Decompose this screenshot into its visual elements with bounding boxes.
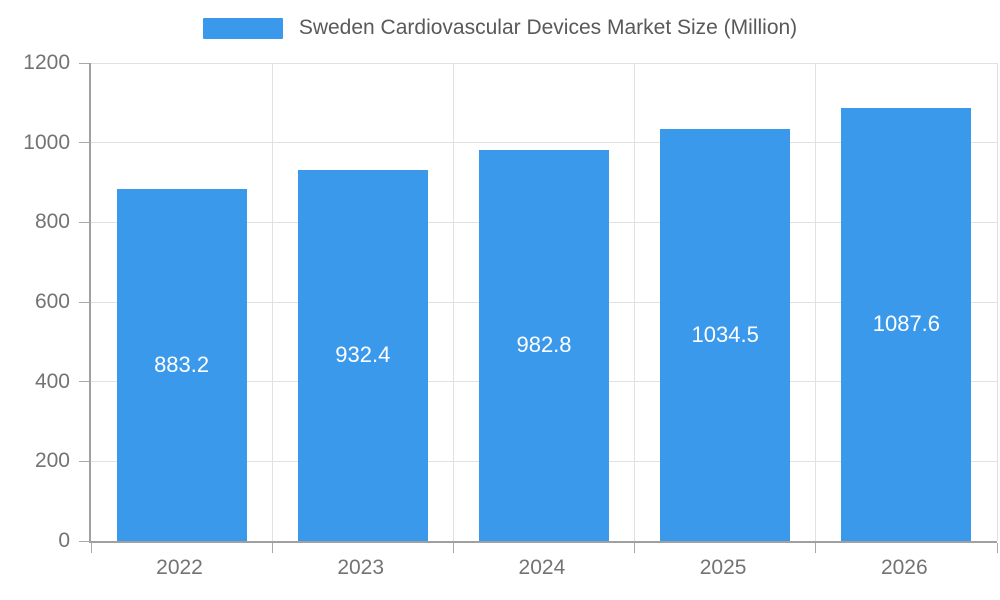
v-gridline (996, 63, 998, 541)
bar-2022[interactable]: 883.2 (116, 189, 247, 541)
bar-value-label: 1034.5 (691, 321, 759, 347)
v-gridline (271, 63, 273, 541)
x-tick-mark (634, 543, 636, 553)
y-tick-label: 400 (34, 369, 70, 393)
y-tick-mark (79, 381, 89, 383)
y-tick-label: 200 (34, 449, 70, 473)
y-tick-label: 600 (34, 290, 70, 313)
x-tick-label-2026: 2026 (880, 556, 928, 579)
bar-value-label: 932.4 (335, 342, 391, 368)
x-tick-mark (815, 543, 817, 553)
v-gridline (815, 63, 817, 541)
bar-2024[interactable]: 982.8 (479, 149, 609, 541)
h-gridline (91, 142, 997, 144)
v-gridline (634, 63, 636, 541)
x-tick-label-2023: 2023 (337, 556, 385, 579)
legend-label: Sweden Cardiovascular Devices Market Siz… (298, 16, 798, 39)
bar-2023[interactable]: 932.4 (297, 169, 428, 541)
y-tick-mark (79, 301, 89, 303)
x-tick-label-2022: 2022 (156, 556, 203, 579)
legend-swatch-icon (202, 17, 283, 39)
y-tick-mark (79, 62, 89, 64)
y-tick-mark (79, 460, 89, 462)
y-tick-mark (79, 221, 89, 223)
bar-value-label: 1087.6 (872, 311, 941, 337)
y-tick-label: 800 (34, 210, 70, 234)
x-tick-mark (90, 543, 92, 553)
bar-value-label: 883.2 (154, 352, 210, 378)
h-gridline (91, 62, 997, 64)
bar-2025[interactable]: 1034.5 (660, 128, 791, 541)
bar-value-label: 982.8 (516, 332, 572, 358)
legend[interactable]: Sweden Cardiovascular Devices Market Siz… (0, 16, 1000, 40)
x-tick-mark (996, 543, 998, 553)
x-tick-label-2024: 2024 (518, 556, 566, 579)
y-tick-label: 1000 (23, 130, 70, 154)
bar-2026[interactable]: 1087.6 (841, 107, 972, 541)
y-tick-mark (79, 540, 89, 542)
x-tick-mark (452, 543, 454, 553)
y-tick-label: 0 (58, 529, 70, 552)
x-tick-mark (271, 543, 273, 553)
y-tick-mark (79, 142, 89, 144)
y-tick-label: 1200 (23, 51, 70, 74)
v-gridline (452, 63, 454, 541)
x-tick-label-2025: 2025 (699, 556, 747, 579)
plot-area: 883.2 932.4 982.8 1034.5 1087.6 (79, 62, 998, 553)
